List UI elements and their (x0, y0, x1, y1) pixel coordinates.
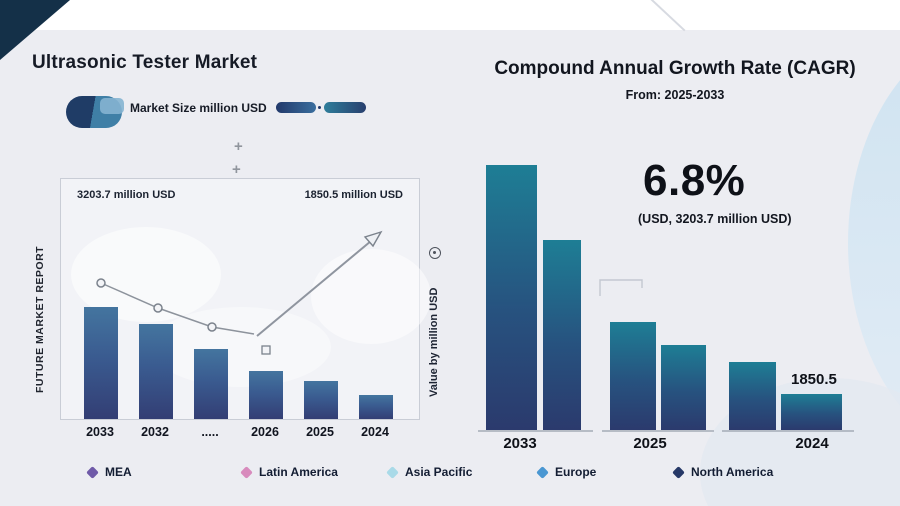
future-market-report-label: FUTURE MARKET REPORT (34, 245, 46, 393)
legend-item-mea: MEA (86, 464, 132, 480)
legend-item-latin-america: Latin America (240, 464, 338, 480)
x-tick-label: 2025 (633, 435, 667, 452)
cagr-subtitle: From: 2025-2033 (625, 88, 725, 102)
diamond-icon (86, 465, 99, 479)
min-value-label: 1850.5 million USD (304, 189, 403, 201)
legend-item-north-america: North America (672, 464, 774, 480)
x-tick-label: 2024 (795, 435, 829, 452)
legend-label: MEA (105, 465, 132, 479)
x-tick-label: 2026 (251, 425, 279, 439)
axis-baseline (602, 430, 714, 432)
legend-label: Europe (555, 465, 597, 479)
legend-item-asia-pacific: Asia Pacific (386, 464, 473, 480)
cagr-bar-2025-a (610, 322, 656, 430)
gradient-pill-icon (324, 102, 366, 113)
bar-2026 (249, 371, 283, 419)
market-size-bar-chart: 3203.7 million USD 1850.5 million USD (60, 178, 431, 420)
cagr-bar-2024-b (781, 394, 842, 430)
cagr-note: (USD, 3203.7 million USD) (638, 212, 792, 226)
bar-2025 (304, 381, 338, 419)
x-tick-label: 2033 (503, 435, 537, 452)
cagr-bar-2033-a (486, 165, 537, 430)
cagr-title: Compound Annual Growth Rate (CAGR) (494, 58, 856, 79)
value-axis-label: Value by million USD (428, 287, 440, 397)
cagr-value: 6.8% (643, 156, 746, 205)
cloud-decoration (151, 307, 331, 387)
gradient-pill-icon (276, 102, 316, 113)
target-icon (429, 247, 441, 259)
diagonal-seam-decoration (650, 0, 686, 32)
diamond-icon (672, 465, 685, 479)
marker-square-icon (261, 345, 271, 355)
axis-baseline (722, 430, 854, 432)
growth-arrow-shaft (256, 240, 372, 337)
x-tick-label: 2025 (306, 425, 334, 439)
cloud-decoration (311, 249, 431, 344)
cagr-bar-2024-a (729, 362, 776, 430)
cagr-bar-2033-b (543, 240, 581, 430)
diamond-icon (240, 465, 253, 479)
legend-item-europe: Europe (536, 464, 597, 480)
x-tick-label: 2024 (361, 425, 389, 439)
bar-2032 (139, 324, 173, 419)
plus-decoration: + (232, 161, 241, 178)
bar-2033 (84, 307, 118, 419)
bar-mid (194, 349, 228, 419)
x-tick-label: 2032 (141, 425, 169, 439)
cagr-bar-2025-b (661, 345, 706, 430)
max-value-label: 3203.7 million USD (77, 189, 176, 201)
bracket-decoration (599, 279, 643, 296)
bar-2024 (359, 395, 393, 419)
plus-decoration: + (234, 138, 243, 155)
x-tick-label: 2033 (86, 425, 114, 439)
legend-label: Latin America (259, 465, 338, 479)
pill-chip-icon (100, 98, 124, 114)
left-x-axis: 2033 2032 ..... 2026 2025 2024 (60, 425, 420, 443)
legend-label: Asia Pacific (405, 465, 473, 479)
marker-circle-icon (207, 322, 217, 332)
trend-line-overlay (96, 230, 383, 355)
axis-baseline (478, 430, 593, 432)
diamond-icon (536, 465, 549, 479)
market-size-legend-label: Market Size million USD (130, 101, 267, 115)
cloud-decoration (71, 227, 221, 322)
marker-circle-icon (96, 278, 106, 288)
trend-arrow-icon (363, 230, 383, 248)
x-tick-label: ..... (201, 425, 219, 439)
pill-dot-icon (318, 106, 321, 109)
marker-circle-icon (153, 303, 163, 313)
legend-label: North America (691, 465, 774, 479)
left-chart-title: Ultrasonic Tester Market (32, 52, 258, 73)
declining-trend-line (100, 282, 255, 335)
target-dot-icon (433, 251, 437, 255)
diamond-icon (386, 465, 399, 479)
value-annotation: 1850.5 (791, 371, 837, 388)
